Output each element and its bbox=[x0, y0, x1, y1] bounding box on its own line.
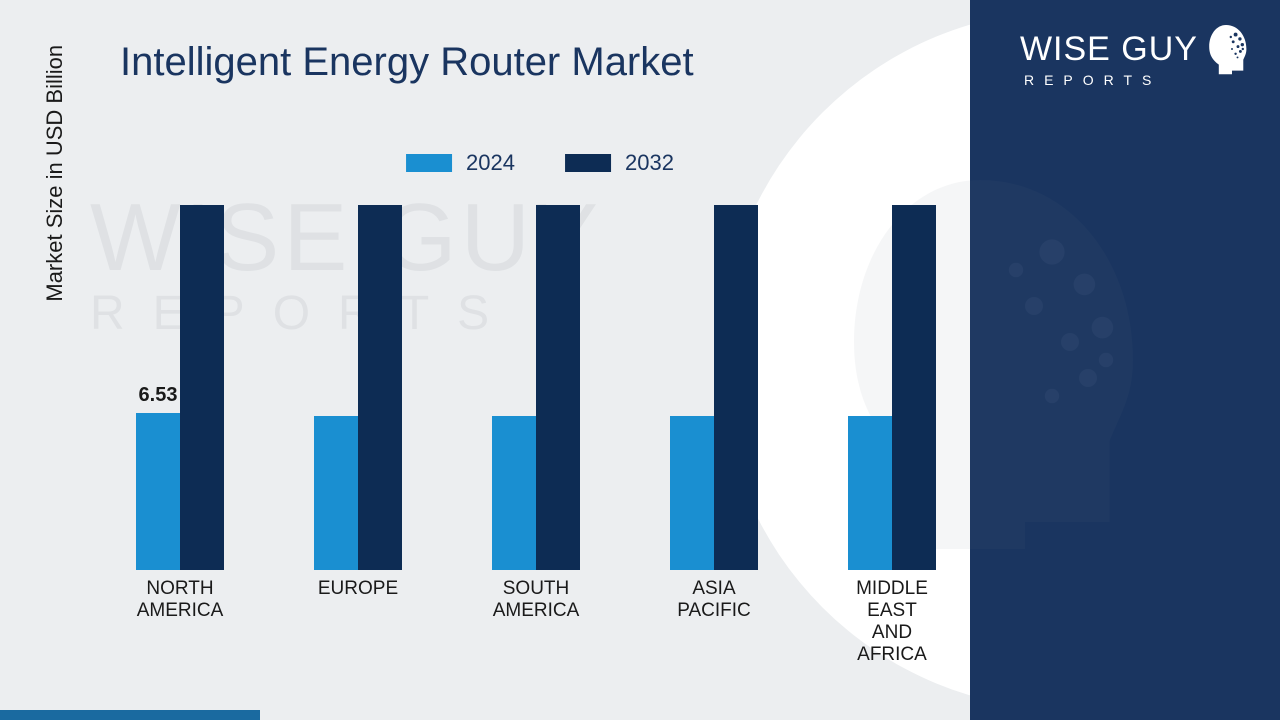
x-label: MIDDLE EAST AND AFRICA bbox=[856, 578, 928, 665]
legend-label-2032: 2032 bbox=[625, 150, 674, 176]
bar-2032 bbox=[714, 205, 758, 570]
x-label: ASIA PACIFIC bbox=[677, 578, 751, 622]
x-label: SOUTH AMERICA bbox=[493, 578, 580, 622]
chart-area: 2024 2032 Market Size in USD Billion 6.5… bbox=[60, 150, 1020, 670]
legend: 2024 2032 bbox=[406, 150, 674, 176]
logo-main: WISE GUY bbox=[1020, 22, 1250, 76]
bar-group bbox=[492, 205, 580, 570]
bar-2024 bbox=[848, 416, 892, 570]
logo-main-text: WISE GUY bbox=[1020, 30, 1198, 69]
bar-2024 bbox=[670, 416, 714, 570]
legend-item-2032: 2032 bbox=[565, 150, 674, 176]
bar-group bbox=[314, 205, 402, 570]
logo: WISE GUY REPORTS bbox=[1020, 22, 1250, 88]
plot-area: 6.53 bbox=[120, 186, 1020, 570]
bar-2032 bbox=[892, 205, 936, 570]
legend-swatch-2032 bbox=[565, 154, 611, 172]
value-label: 6.53 bbox=[139, 384, 178, 407]
bar-group bbox=[670, 205, 758, 570]
legend-item-2024: 2024 bbox=[406, 150, 515, 176]
legend-label-2024: 2024 bbox=[466, 150, 515, 176]
x-axis-labels: NORTH AMERICA EUROPE SOUTH AMERICA ASIA PAC… bbox=[120, 570, 1020, 670]
chart-canvas: WISE GUY REPORTS WISE GUY REPORTS Intell… bbox=[0, 0, 1280, 720]
bar-2024 bbox=[136, 413, 180, 570]
bar-2032 bbox=[536, 205, 580, 570]
bar-2024 bbox=[314, 416, 358, 570]
bar-2032 bbox=[358, 205, 402, 570]
x-label: NORTH AMERICA bbox=[137, 578, 224, 622]
x-label: EUROPE bbox=[318, 578, 398, 600]
legend-swatch-2024 bbox=[406, 154, 452, 172]
logo-head-icon bbox=[1202, 22, 1250, 76]
bar-2024 bbox=[492, 416, 536, 570]
bottom-accent-bar bbox=[0, 710, 260, 720]
bar-group bbox=[848, 205, 936, 570]
bar-2032 bbox=[180, 205, 224, 570]
chart-title: Intelligent Energy Router Market bbox=[120, 40, 694, 85]
y-axis-label: Market Size in USD Billion bbox=[42, 45, 68, 302]
